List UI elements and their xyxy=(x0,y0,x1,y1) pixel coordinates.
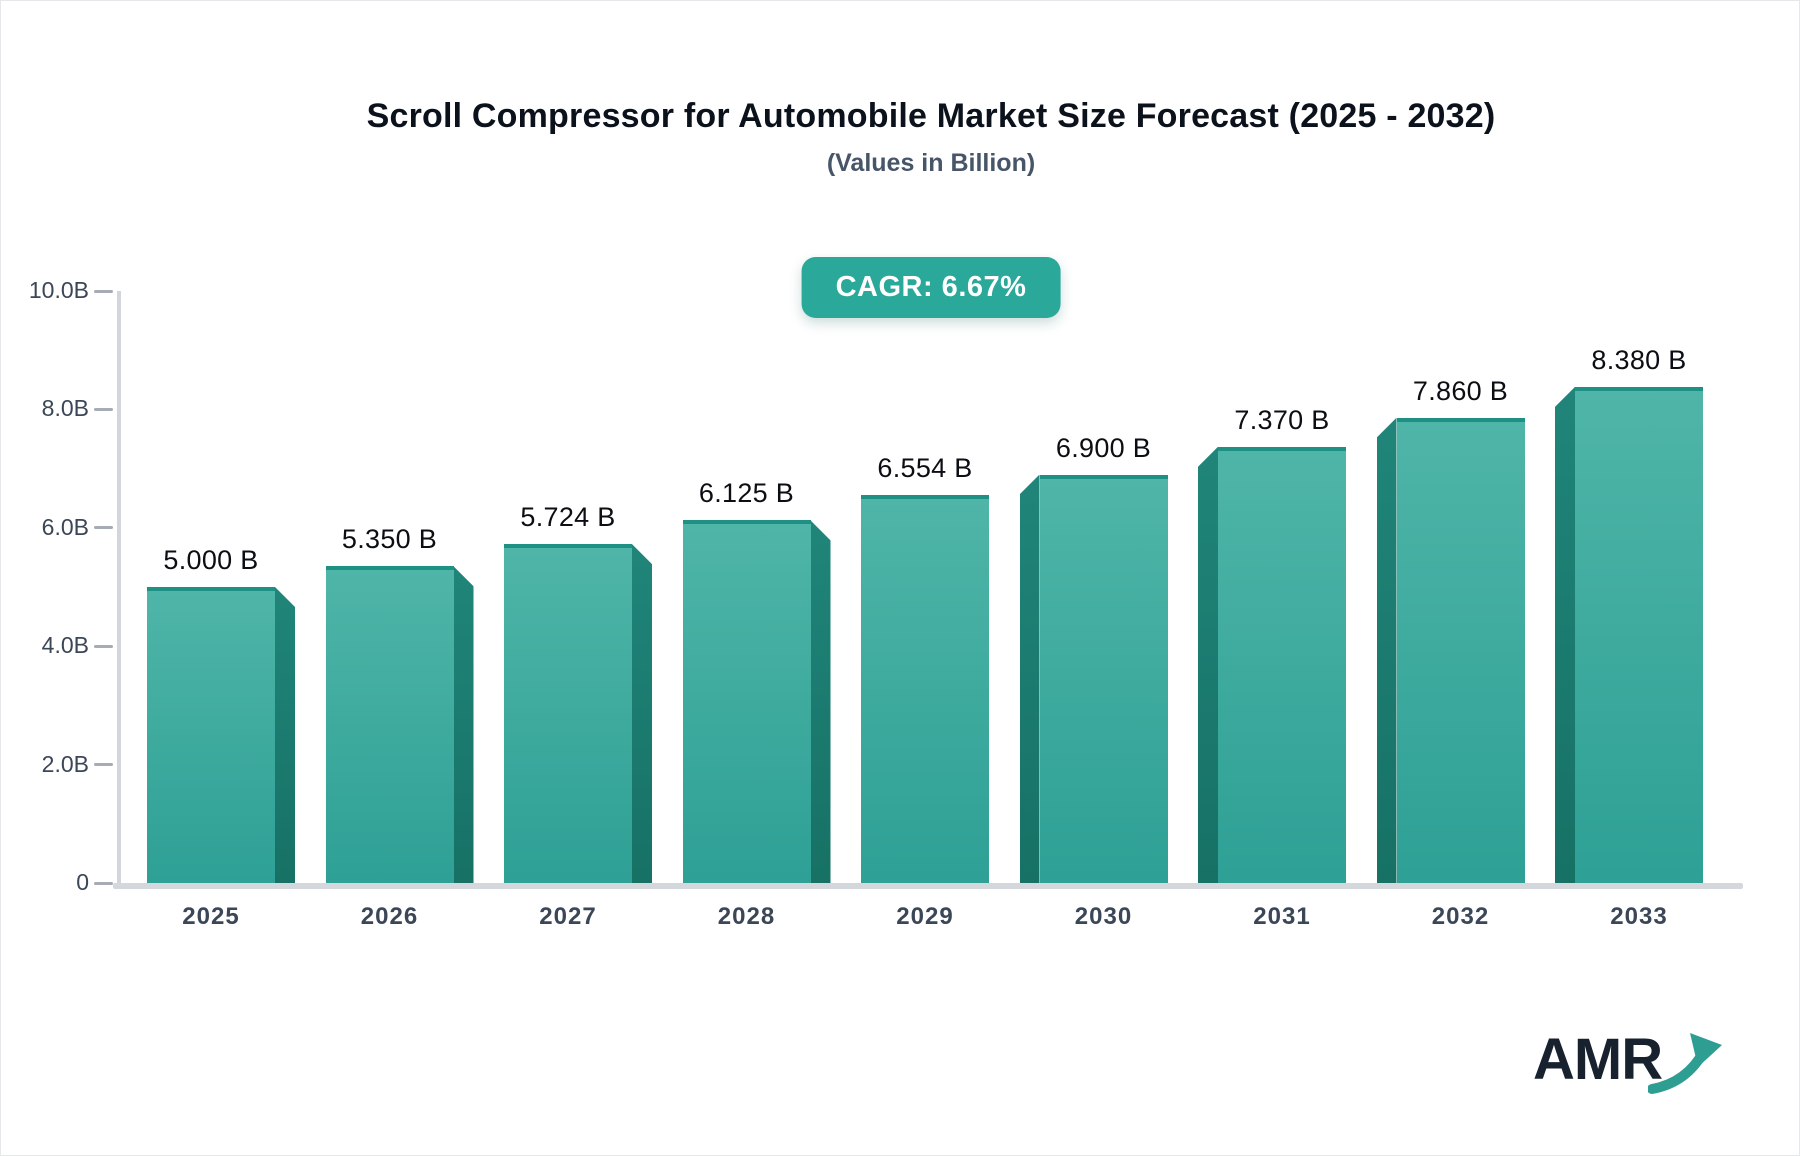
bar-value-label: 7.860 B xyxy=(1412,375,1509,406)
bar-2028 xyxy=(682,520,811,883)
y-axis-line xyxy=(117,291,121,889)
x-axis-category-label: 2030 xyxy=(1074,903,1133,930)
bar-2025 xyxy=(147,587,275,883)
bar-value-label: 5.350 B xyxy=(341,524,438,555)
y-tick-mark xyxy=(94,407,113,411)
y-tick-label: 10.0B xyxy=(28,277,89,303)
x-axis-category-label: 2032 xyxy=(1431,903,1490,930)
x-axis-category-label: 2033 xyxy=(1610,903,1668,930)
bar-2029 xyxy=(861,495,989,883)
x-axis-category-label: 2029 xyxy=(896,903,954,930)
bar-value-label: 5.000 B xyxy=(163,545,259,575)
x-axis-category-label: 2025 xyxy=(182,903,240,930)
y-tick-mark xyxy=(94,526,113,530)
x-axis-category-label: 2028 xyxy=(717,903,776,930)
growth-arrow-icon xyxy=(1648,1033,1723,1094)
x-axis-category-label: 2027 xyxy=(539,903,597,930)
y-tick-label: 8.0B xyxy=(41,395,89,422)
y-tick-label: 6.0B xyxy=(41,513,89,540)
y-tick-mark xyxy=(94,644,113,648)
bar-side-face xyxy=(1555,386,1575,883)
bar-2032 xyxy=(1396,417,1525,883)
x-axis-category-label: 2026 xyxy=(360,903,419,930)
bar-side-face xyxy=(1019,474,1040,883)
bar-value-label: 7.370 B xyxy=(1234,404,1330,435)
bar-value-label: 8.380 B xyxy=(1591,344,1687,375)
bar-value-label: 6.125 B xyxy=(698,478,795,509)
cagr-badge: CAGR: 6.67% xyxy=(801,257,1061,318)
bar-2033 xyxy=(1575,386,1703,883)
x-axis-category-label: 2031 xyxy=(1253,903,1311,930)
y-tick-label: 0 xyxy=(76,869,89,895)
bar-2030 xyxy=(1039,474,1168,883)
bar-side-face xyxy=(453,566,474,883)
bar-2026 xyxy=(325,566,454,883)
bar-side-face xyxy=(275,587,295,883)
y-tick-mark xyxy=(94,881,113,885)
bar-side-face xyxy=(1376,417,1397,883)
bar-side-face xyxy=(1198,446,1218,883)
y-tick-label: 4.0B xyxy=(41,632,89,659)
y-tick-mark xyxy=(94,763,113,767)
bar-2031 xyxy=(1218,446,1346,883)
y-tick-mark xyxy=(94,289,113,293)
bar-2027 xyxy=(504,544,632,883)
chart-subtitle: (Values in Billion) xyxy=(826,149,1036,177)
bar-value-label: 5.724 B xyxy=(520,502,616,533)
chart-title: Scroll Compressor for Automobile Market … xyxy=(366,97,1496,135)
bar-value-label: 6.554 B xyxy=(877,453,973,483)
bar-side-face xyxy=(632,544,652,883)
y-tick-label: 2.0B xyxy=(41,750,89,777)
x-axis-line xyxy=(113,883,1743,889)
bar-side-face xyxy=(810,520,831,883)
amr-logo-text: AMR xyxy=(1533,1027,1663,1092)
amr-logo: AMR xyxy=(1533,1031,1726,1097)
bar-value-label: 6.900 B xyxy=(1055,432,1152,463)
